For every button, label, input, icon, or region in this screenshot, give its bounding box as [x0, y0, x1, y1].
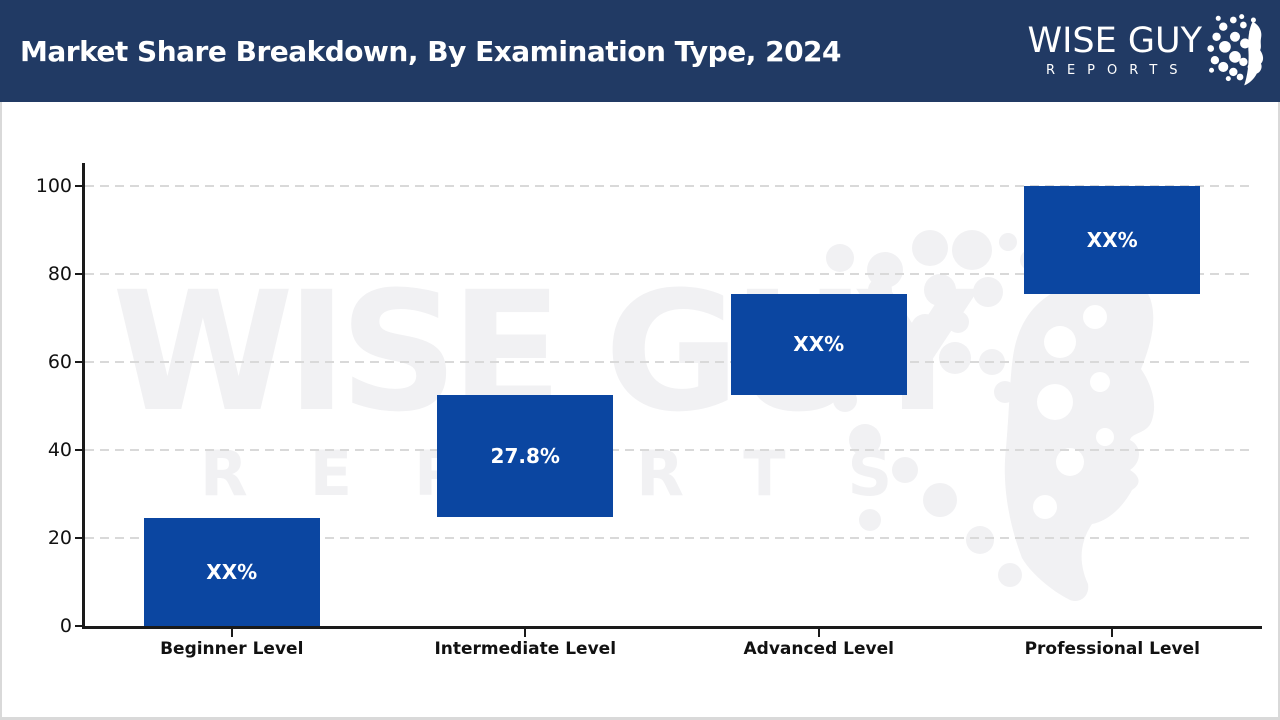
y-axis-tick: [75, 273, 83, 275]
bar-advanced-level: [730, 293, 907, 395]
logo-wordmark-line2: REPORTS: [1045, 63, 1190, 78]
bar-professional-level: [1024, 186, 1201, 294]
x-tick-label: Intermediate Level: [434, 639, 617, 659]
y-axis-spine: [82, 163, 85, 629]
bar-value-label: 27.8%: [490, 444, 560, 469]
bar-intermediate-level: [437, 395, 614, 518]
y-axis-tick: [75, 361, 83, 363]
x-axis-tick: [1111, 629, 1114, 637]
bar-value-label: XX%: [793, 332, 845, 357]
gridline: [85, 185, 1255, 187]
y-tick-label: 0: [59, 615, 72, 637]
y-axis-tick: [75, 449, 83, 451]
x-axis-tick: [230, 629, 233, 637]
logo-wordmark: WISE GUY REPORTS: [1027, 21, 1202, 79]
x-axis-spine: [82, 626, 1262, 629]
logo-wordmark-line1: WISE GUY: [1027, 21, 1202, 61]
bar-value-label: XX%: [1086, 227, 1138, 252]
gridline: [85, 537, 1255, 539]
x-axis-tick: [524, 629, 527, 637]
y-tick-label: 100: [35, 175, 72, 197]
bar-value-label: XX%: [206, 560, 258, 585]
x-axis-tick: [817, 629, 820, 637]
y-tick-label: 20: [47, 527, 72, 549]
y-tick-label: 60: [47, 351, 72, 373]
page-title: Market Share Breakdown, By Examination T…: [20, 34, 842, 68]
y-axis-tick: [75, 625, 83, 627]
gridline: [85, 449, 1255, 451]
gridline: [85, 361, 1255, 363]
y-axis-tick: [75, 185, 83, 187]
bar-beginner-level: [143, 518, 320, 626]
chart-canvas-frame: [0, 102, 1280, 720]
gridline: [85, 273, 1255, 275]
header: Market Share Breakdown, By Examination T…: [0, 0, 1280, 102]
x-tick-label: Beginner Level: [160, 639, 304, 659]
brand-logo: WISE GUY REPORTS: [1027, 11, 1266, 91]
y-axis-tick: [75, 537, 83, 539]
x-tick-label: Professional Level: [1024, 639, 1200, 659]
y-tick-label: 40: [47, 439, 72, 461]
logo-face-icon: [1207, 14, 1264, 86]
y-tick-label: 80: [47, 263, 72, 285]
x-tick-label: Advanced Level: [743, 639, 894, 659]
